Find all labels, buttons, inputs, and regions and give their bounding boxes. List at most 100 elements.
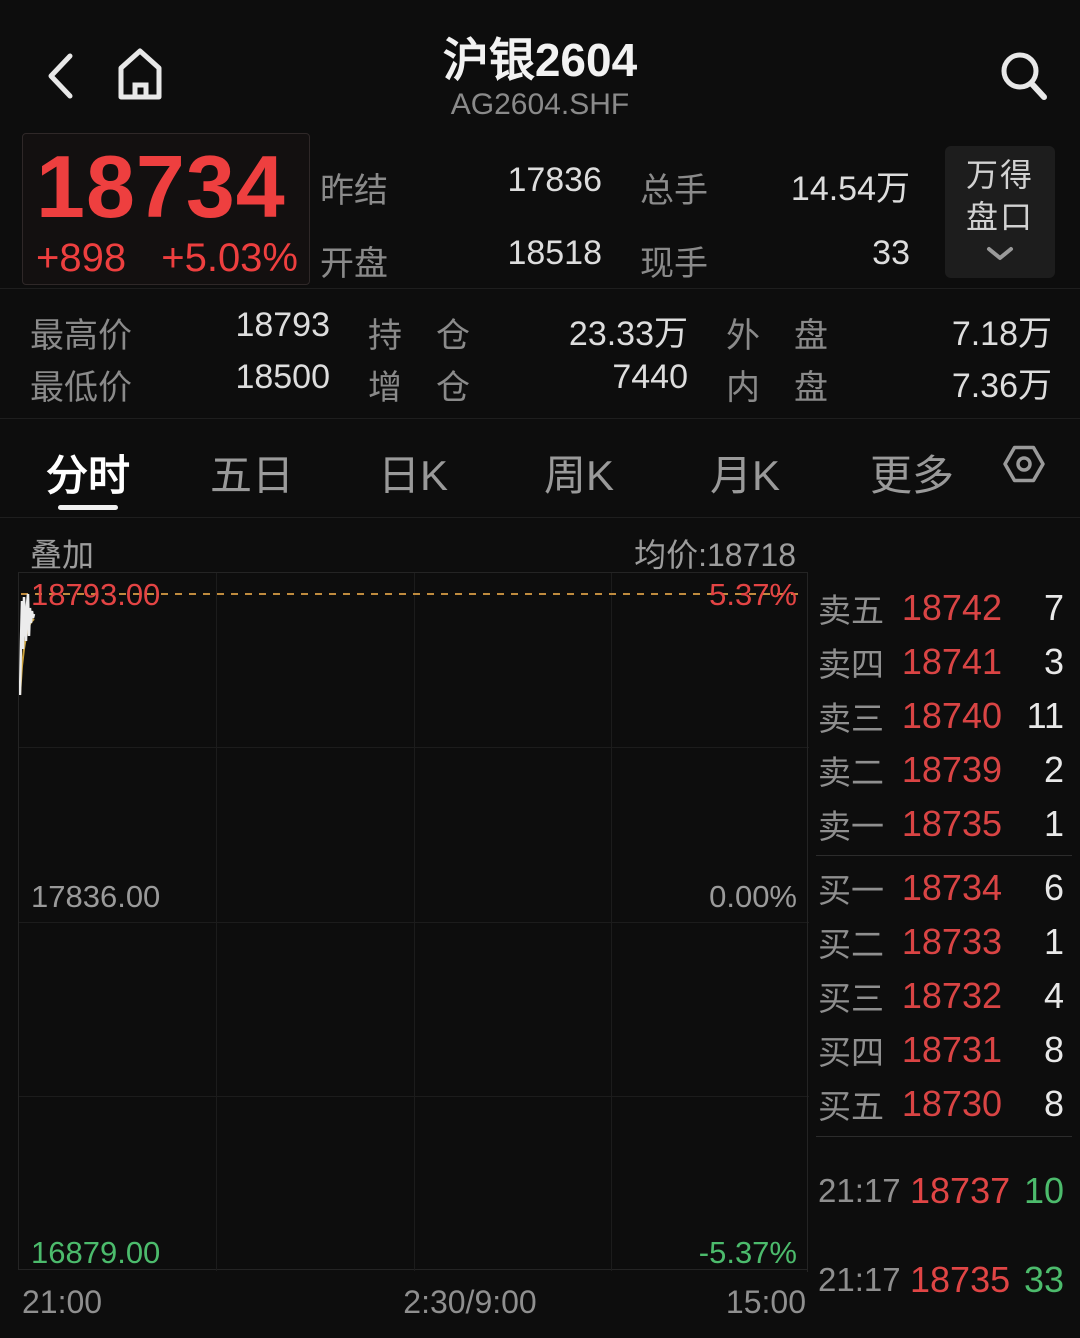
stat-label-oichange: 增 仓 — [368, 369, 470, 407]
back-chevron-icon — [48, 53, 73, 99]
book-separator — [816, 855, 1072, 856]
chart-canvas — [19, 593, 805, 696]
stat-label-inner: 内 盘 — [726, 369, 828, 407]
tab-minute-chart[interactable]: 分时 — [46, 452, 131, 499]
ask-label: 卖四 — [818, 646, 884, 683]
bid-price: 18733 — [901, 921, 1002, 962]
order-book-asks: 卖五 18742 7 卖四 18741 3 卖三 18740 11 卖二 187… — [808, 581, 1080, 851]
stat-label-outer: 外 盘 — [726, 317, 828, 355]
tab-weekly-k[interactable]: 周K — [544, 452, 615, 499]
x-axis-label-session-break: 2:30/9:00 — [403, 1284, 537, 1320]
chevron-down-icon — [987, 247, 1013, 260]
bid-row-4[interactable]: 买四 18731 8 — [808, 1023, 1080, 1077]
trade-time: 21:17 — [818, 1172, 901, 1209]
tab-five-day[interactable]: 五日 — [210, 452, 295, 499]
ask-price: 18739 — [901, 749, 1002, 790]
last-price-panel — [22, 133, 310, 285]
instrument-code: AG2604.SHF — [450, 88, 630, 121]
bid-volume: 8 — [1043, 1029, 1064, 1070]
ask-row-1[interactable]: 卖一 18735 1 — [808, 797, 1080, 851]
bid-volume: 8 — [1043, 1083, 1064, 1124]
stat-value-inner: 7.36万 — [951, 367, 1052, 405]
stat-value-totalvol: 14.54万 — [790, 170, 910, 208]
ask-price: 18740 — [901, 695, 1002, 736]
trade-volume: 10 — [1023, 1170, 1064, 1211]
ask-volume: 11 — [1026, 695, 1064, 736]
ask-row-3[interactable]: 卖三 18740 11 — [808, 689, 1080, 743]
overlay-button[interactable]: 叠加 — [30, 537, 95, 573]
stat-value-open: 18518 — [507, 234, 602, 272]
ask-label: 卖一 — [818, 808, 884, 845]
x-axis-label-close: 15:00 — [725, 1284, 806, 1320]
ask-price: 18742 — [901, 587, 1002, 628]
stat-label-high: 最高价 — [30, 317, 132, 355]
stat-label-open: 开盘 — [320, 245, 388, 283]
tab-monthly-k[interactable]: 月K — [710, 452, 781, 499]
order-book-bids: 买一 18734 6 买二 18733 1 买三 18732 4 买四 1873… — [808, 861, 1080, 1131]
ask-label: 卖二 — [818, 754, 884, 791]
ask-volume: 3 — [1043, 641, 1064, 682]
trade-time: 21:17 — [818, 1261, 901, 1298]
trade-tick-row: 21:17 18737 10 — [808, 1164, 1080, 1218]
bid-price: 18732 — [901, 975, 1002, 1016]
stat-value-low: 18500 — [235, 358, 330, 396]
tab-more[interactable]: 更多 — [870, 452, 955, 499]
ask-label: 卖五 — [818, 592, 884, 629]
bid-volume: 4 — [1043, 975, 1064, 1016]
tab-daily-k[interactable]: 日K — [378, 452, 449, 499]
stat-label-openinterest: 持 仓 — [368, 317, 470, 355]
bid-label: 买一 — [818, 872, 884, 909]
bid-price: 18731 — [901, 1029, 1002, 1070]
price-line — [19, 593, 36, 696]
bid-label: 买四 — [818, 1034, 884, 1071]
y-axis-mid-pct: 0.00% — [709, 879, 797, 914]
bid-label: 买三 — [818, 980, 884, 1017]
home-button[interactable] — [112, 44, 168, 104]
y-axis-low-price: 16879.00 — [31, 1235, 161, 1270]
bid-row-2[interactable]: 买二 18733 1 — [808, 915, 1080, 969]
y-axis-high-price: 18793.00 — [31, 577, 161, 612]
ask-row-4[interactable]: 卖四 18741 3 — [808, 635, 1080, 689]
stat-value-outer: 7.18万 — [951, 315, 1052, 353]
bid-row-1[interactable]: 买一 18734 6 — [808, 861, 1080, 915]
stat-value-lastvol: 33 — [872, 234, 910, 272]
stat-value-oichange: 7440 — [612, 358, 688, 396]
intraday-chart[interactable]: 18793.00 5.37% 17836.00 0.00% 16879.00 -… — [18, 572, 809, 1271]
price-change-pct: +5.03% — [161, 236, 298, 280]
search-button[interactable] — [994, 46, 1054, 106]
trade-volume: 33 — [1023, 1259, 1064, 1300]
back-button[interactable] — [36, 48, 84, 104]
stat-value-prevsettle: 17836 — [507, 161, 602, 199]
ask-row-2[interactable]: 卖二 18739 2 — [808, 743, 1080, 797]
trade-price: 18735 — [910, 1259, 1011, 1300]
stat-value-openinterest: 23.33万 — [568, 315, 688, 353]
bid-volume: 6 — [1043, 867, 1064, 908]
wind-orderbook-label-line2: 盘口 — [965, 199, 1034, 235]
stat-label-low: 最低价 — [30, 369, 132, 407]
y-axis-mid-price: 17836.00 — [31, 879, 161, 914]
stat-label-totalvol: 总手 — [640, 172, 708, 210]
bid-price: 18730 — [901, 1083, 1002, 1124]
trades-separator — [816, 1136, 1072, 1137]
bid-label: 买五 — [818, 1088, 884, 1125]
bid-row-3[interactable]: 买三 18732 4 — [808, 969, 1080, 1023]
chart-settings-button[interactable] — [998, 438, 1050, 490]
ask-price: 18741 — [901, 641, 1002, 682]
trade-tick-row: 21:17 18735 33 — [808, 1253, 1080, 1307]
bid-row-5[interactable]: 买五 18730 8 — [808, 1077, 1080, 1131]
search-icon — [1001, 52, 1047, 100]
ask-volume: 2 — [1043, 749, 1064, 790]
last-price: 18734 — [36, 137, 286, 236]
ask-row-5[interactable]: 卖五 18742 7 — [808, 581, 1080, 635]
trade-price: 18737 — [910, 1170, 1011, 1211]
y-axis-low-pct: -5.37% — [698, 1235, 797, 1270]
stat-value-high: 18793 — [235, 306, 330, 344]
stat-label-lastvol: 现手 — [640, 245, 708, 283]
page-title: 沪银2604 — [442, 34, 638, 86]
ask-label: 卖三 — [818, 700, 884, 737]
y-axis-high-pct: 5.37% — [709, 577, 797, 612]
ask-volume: 7 — [1043, 587, 1064, 628]
wind-orderbook-button[interactable]: 万得 盘口 — [945, 146, 1055, 278]
x-axis-label-night-open: 21:00 — [22, 1284, 103, 1320]
